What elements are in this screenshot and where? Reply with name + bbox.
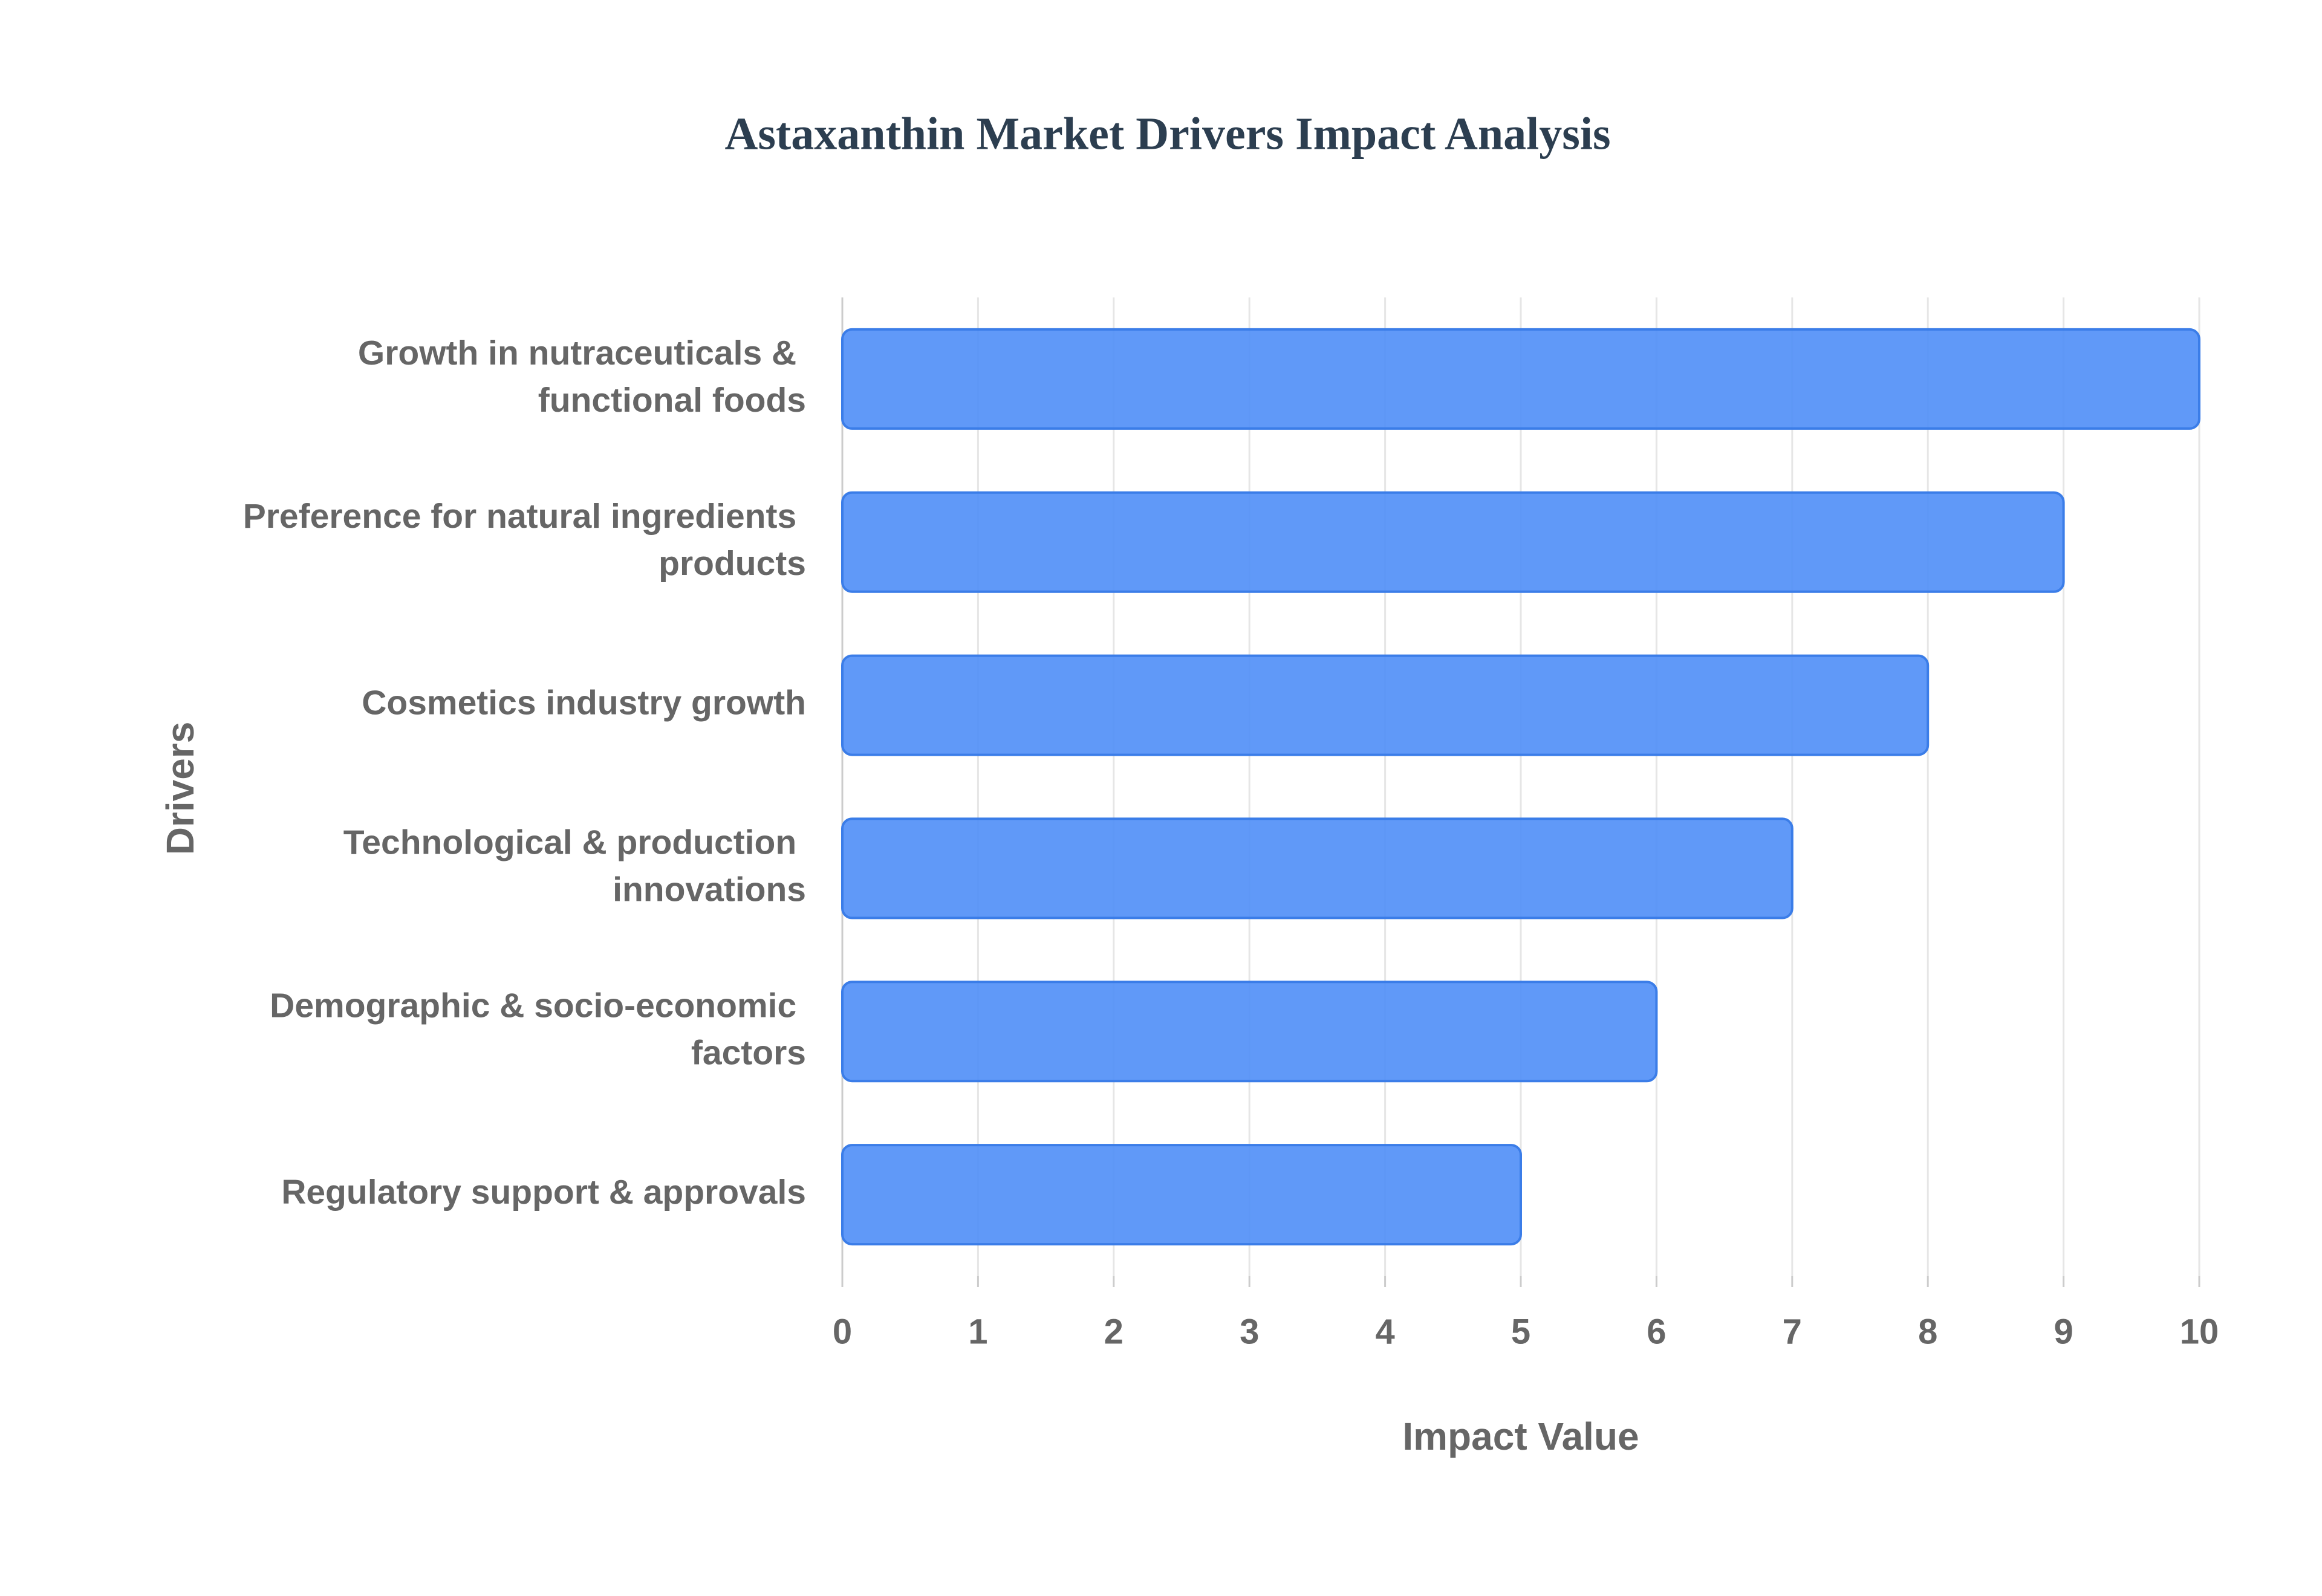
bar (841, 1144, 1522, 1246)
y-tick-label: Growth in nutraceuticals & functional fo… (358, 334, 806, 420)
bar (841, 817, 1794, 920)
x-tick-label: 2 (1104, 1312, 1124, 1351)
bar (841, 328, 2200, 430)
chart-title: Astaxanthin Market Drivers Impact Analys… (724, 108, 1610, 159)
bar (841, 491, 2065, 593)
x-tick-label: 8 (1918, 1312, 1937, 1351)
y-axis-title: Drivers (158, 722, 202, 855)
y-tick-label: Regulatory support & approvals (281, 1173, 806, 1212)
bar (841, 654, 1930, 756)
x-tick-label: 1 (968, 1312, 987, 1351)
x-tick-label: 6 (1647, 1312, 1666, 1351)
x-tick-label: 3 (1240, 1312, 1259, 1351)
x-tick-label: 4 (1375, 1312, 1394, 1351)
bar (841, 981, 1658, 1083)
x-axis-title: Impact Value (1402, 1415, 1639, 1458)
x-tick-label: 10 (2180, 1312, 2219, 1351)
x-tick-label: 9 (2054, 1312, 2073, 1351)
x-tick-label: 0 (833, 1312, 852, 1351)
y-tick-label: Cosmetics industry growth (362, 684, 806, 722)
y-tick-label: Demographic & socio-economic factors (270, 986, 806, 1072)
y-tick-label: Technological & production innovations (343, 823, 806, 909)
x-tick-label: 5 (1511, 1312, 1530, 1351)
y-tick-label: Preference for natural ingredients produ… (243, 497, 806, 583)
x-tick-label: 7 (1783, 1312, 1802, 1351)
